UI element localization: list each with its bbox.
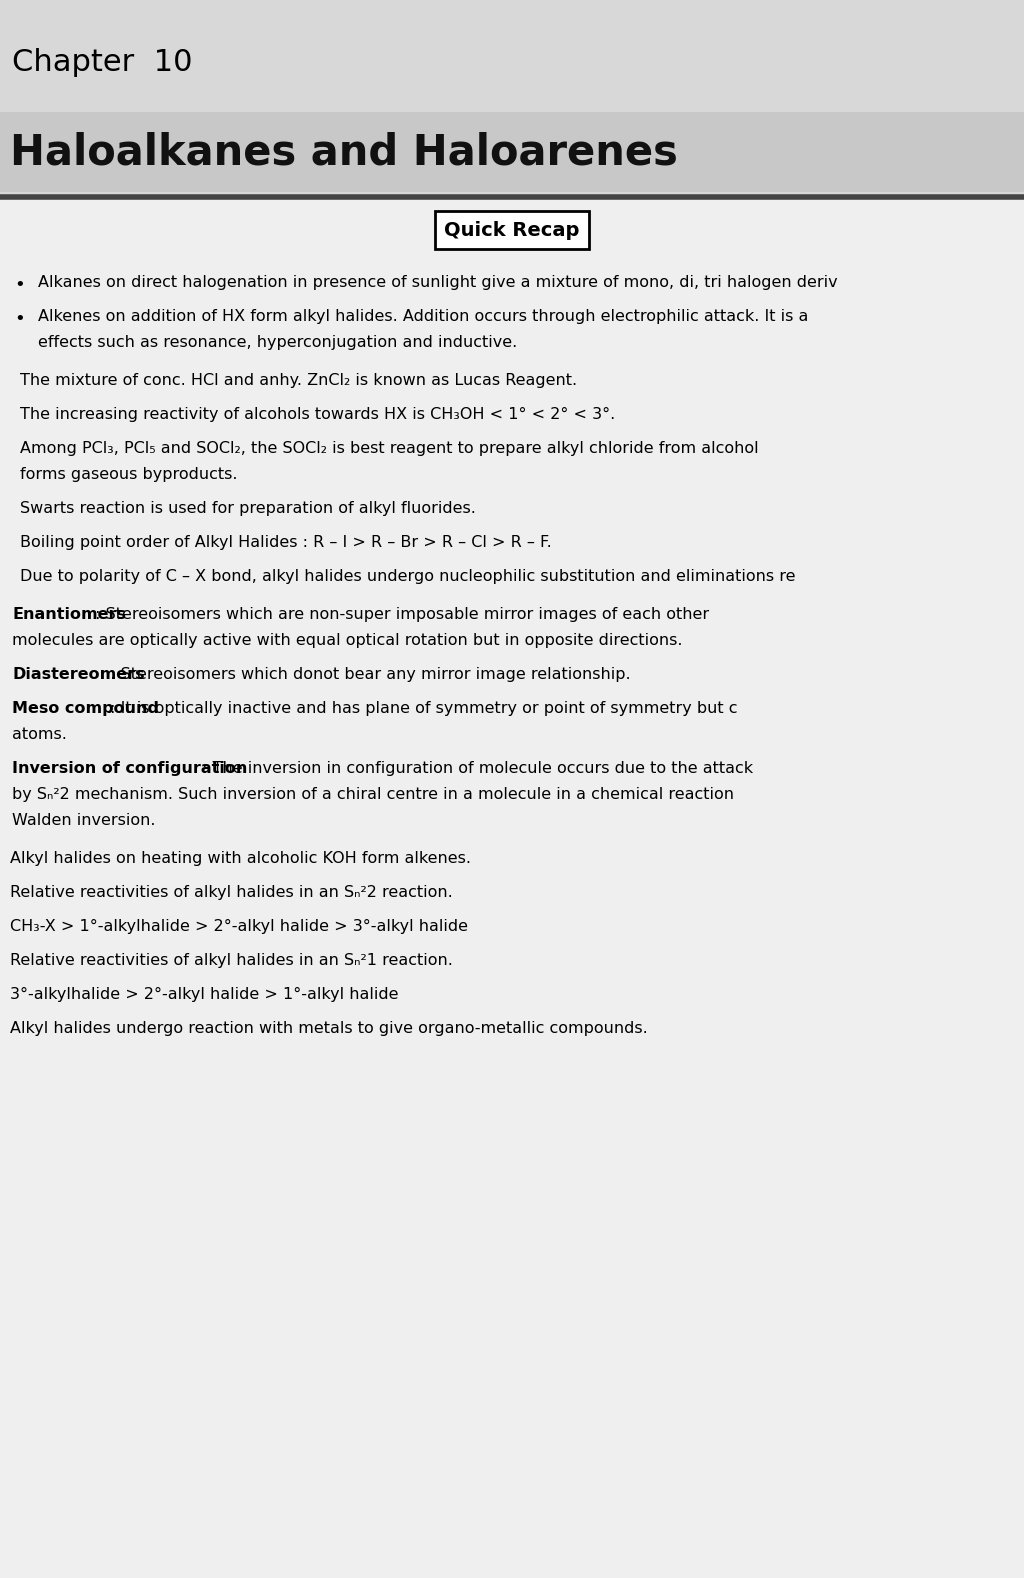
Bar [0,196,1024,1578]
Text: The mixture of conc. HCl and anhy. ZnCl₂ is known as Lucas Reagent.: The mixture of conc. HCl and anhy. ZnCl₂… [20,372,578,388]
Text: 3°-alkylhalide > 2°-alkyl halide > 1°-alkyl halide: 3°-alkylhalide > 2°-alkyl halide > 1°-al… [10,986,398,1002]
Text: CH₃-X > 1°-alkylhalide > 2°-alkyl halide > 3°-alkyl halide: CH₃-X > 1°-alkylhalide > 2°-alkyl halide… [10,918,468,934]
Text: •: • [14,276,25,294]
Text: : Stereoisomers which are non-super imposable mirror images of each other: : Stereoisomers which are non-super impo… [90,608,710,622]
Text: Chapter  10: Chapter 10 [12,47,193,76]
Text: : Stereoisomers which donot bear any mirror image relationship.: : Stereoisomers which donot bear any mir… [104,667,631,682]
Text: effects such as resonance, hyperconjugation and inductive.: effects such as resonance, hyperconjugat… [38,335,517,350]
Text: Alkyl halides on heating with alcoholic KOH form alkenes.: Alkyl halides on heating with alcoholic … [10,851,471,866]
Text: The increasing reactivity of alcohols towards HX is CH₃OH < 1° < 2° < 3°.: The increasing reactivity of alcohols to… [20,407,615,421]
Text: Boiling point order of Alkyl Halides : R – I > R – Br > R – Cl > R – F.: Boiling point order of Alkyl Halides : R… [20,535,552,551]
Text: Relative reactivities of alkyl halides in an Sₙ²1 reaction.: Relative reactivities of alkyl halides i… [10,953,453,967]
Text: Alkenes on addition of HX form alkyl halides. Addition occurs through electrophi: Alkenes on addition of HX form alkyl hal… [38,309,808,323]
Text: : The inversion in configuration of molecule occurs due to the attack: : The inversion in configuration of mole… [198,761,754,776]
Text: forms gaseous byproducts.: forms gaseous byproducts. [20,467,238,481]
Text: Meso compound: Meso compound [12,701,159,716]
Text: Haloalkanes and Haloarenes: Haloalkanes and Haloarenes [10,131,678,174]
Text: Among PCl₃, PCl₅ and SOCl₂, the SOCl₂ is best reagent to prepare alkyl chloride : Among PCl₃, PCl₅ and SOCl₂, the SOCl₂ is… [20,440,759,456]
Text: Diastereomers: Diastereomers [12,667,144,682]
Text: by Sₙ²2 mechanism. Such inversion of a chiral centre in a molecule in a chemical: by Sₙ²2 mechanism. Such inversion of a c… [12,787,734,802]
Text: Due to polarity of C – X bond, alkyl halides undergo nucleophilic substitution a: Due to polarity of C – X bond, alkyl hal… [20,570,796,584]
Text: : It is optically inactive and has plane of symmetry or point of symmetry but c: : It is optically inactive and has plane… [104,701,737,716]
Text: Swarts reaction is used for preparation of alkyl fluorides.: Swarts reaction is used for preparation … [20,500,476,516]
Bar [0,112,1024,193]
Text: Walden inversion.: Walden inversion. [12,813,156,828]
Text: Quick Recap: Quick Recap [444,221,580,240]
Text: Enantiomers: Enantiomers [12,608,126,622]
Text: Alkanes on direct halogenation in presence of sunlight give a mixture of mono, d: Alkanes on direct halogenation in presen… [38,275,838,290]
Text: Alkyl halides undergo reaction with metals to give organo-metallic compounds.: Alkyl halides undergo reaction with meta… [10,1021,648,1037]
Bar [0,0,1024,196]
Text: •: • [14,309,25,328]
Text: Relative reactivities of alkyl halides in an Sₙ²2 reaction.: Relative reactivities of alkyl halides i… [10,885,453,899]
Text: molecules are optically active with equal optical rotation but in opposite direc: molecules are optically active with equa… [12,633,683,649]
Text: Inversion of configuration: Inversion of configuration [12,761,248,776]
Text: atoms.: atoms. [12,727,67,742]
